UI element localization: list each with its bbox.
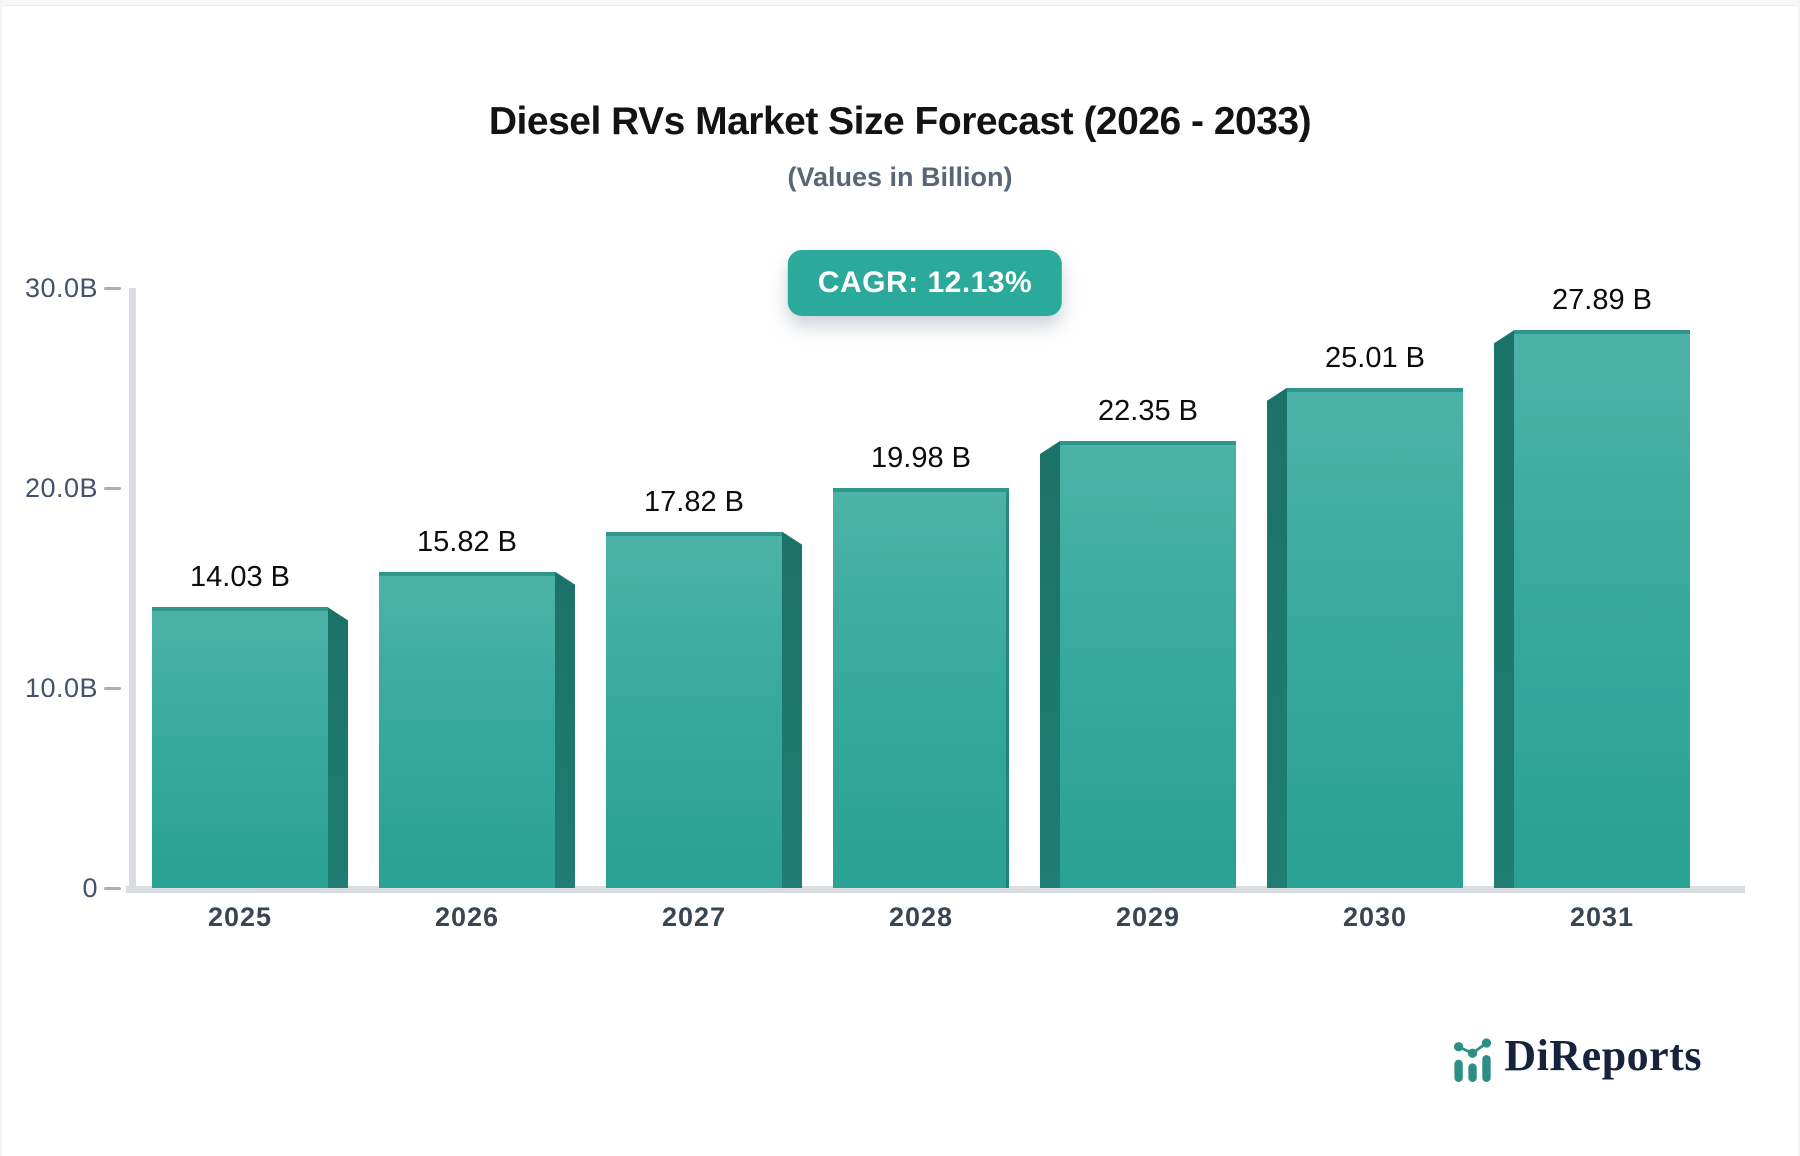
chart-title: Diesel RVs Market Size Forecast (2026 - … [488, 100, 1312, 143]
y-axis-tick-label: 30.0B [24, 273, 98, 303]
y-axis-tick-mark [104, 287, 121, 290]
bar-chart-trend-icon [1454, 1038, 1492, 1082]
page-left-border [0, 0, 2, 1156]
chart-subtitle: (Values in Billion) [787, 162, 1013, 192]
x-axis-category-label: 2030 [1342, 902, 1408, 932]
bar-value-label: 27.89 B [1552, 284, 1652, 317]
bar-3d-side [1267, 387, 1287, 888]
x-axis-category-label: 2028 [888, 902, 954, 932]
bar-value-label: 19.98 B [871, 442, 971, 475]
page-top-border [0, 0, 1800, 6]
y-axis-tick-mark [104, 487, 121, 490]
y-axis-tick-mark [104, 887, 121, 890]
x-axis-category-label: 2029 [1115, 902, 1181, 932]
bar-value-label: 22.35 B [1098, 395, 1198, 427]
y-axis-tick-label: 20.0B [24, 473, 98, 503]
bar-3d-side [328, 607, 348, 888]
y-axis-line [129, 288, 136, 893]
bar-3d-side [782, 531, 802, 888]
bar [379, 571, 555, 888]
x-axis-line [126, 886, 1745, 893]
bar-3d-side [1494, 330, 1514, 888]
brand-logo: DiReports [1452, 1030, 1702, 1082]
bar-3d-side [1040, 441, 1060, 888]
y-axis-tick-label: 10.0B [24, 673, 98, 703]
bar-value-label: 25.01 B [1325, 341, 1425, 374]
page-right-border [1798, 0, 1800, 1156]
bar [1514, 330, 1690, 888]
y-axis-tick-mark [104, 687, 121, 690]
bar-value-label: 17.82 B [644, 485, 744, 518]
bar [1060, 441, 1236, 888]
x-axis-category-label: 2031 [1569, 902, 1635, 932]
bar-value-label: 15.82 B [417, 525, 517, 558]
x-axis-category-label: 2026 [434, 902, 500, 932]
y-axis-tick-label: 0 [82, 873, 98, 903]
bar [152, 607, 328, 888]
brand-name: DiReports [1504, 1031, 1702, 1080]
bar [833, 488, 1009, 888]
x-axis-category-label: 2027 [661, 902, 727, 932]
bar-3d-side [555, 571, 575, 888]
bar [606, 531, 782, 888]
bar-value-label: 14.03 B [190, 561, 290, 594]
cagr-badge: CAGR: 12.13% [787, 250, 1063, 316]
bar [1287, 387, 1463, 888]
x-axis-category-label: 2025 [207, 902, 273, 932]
